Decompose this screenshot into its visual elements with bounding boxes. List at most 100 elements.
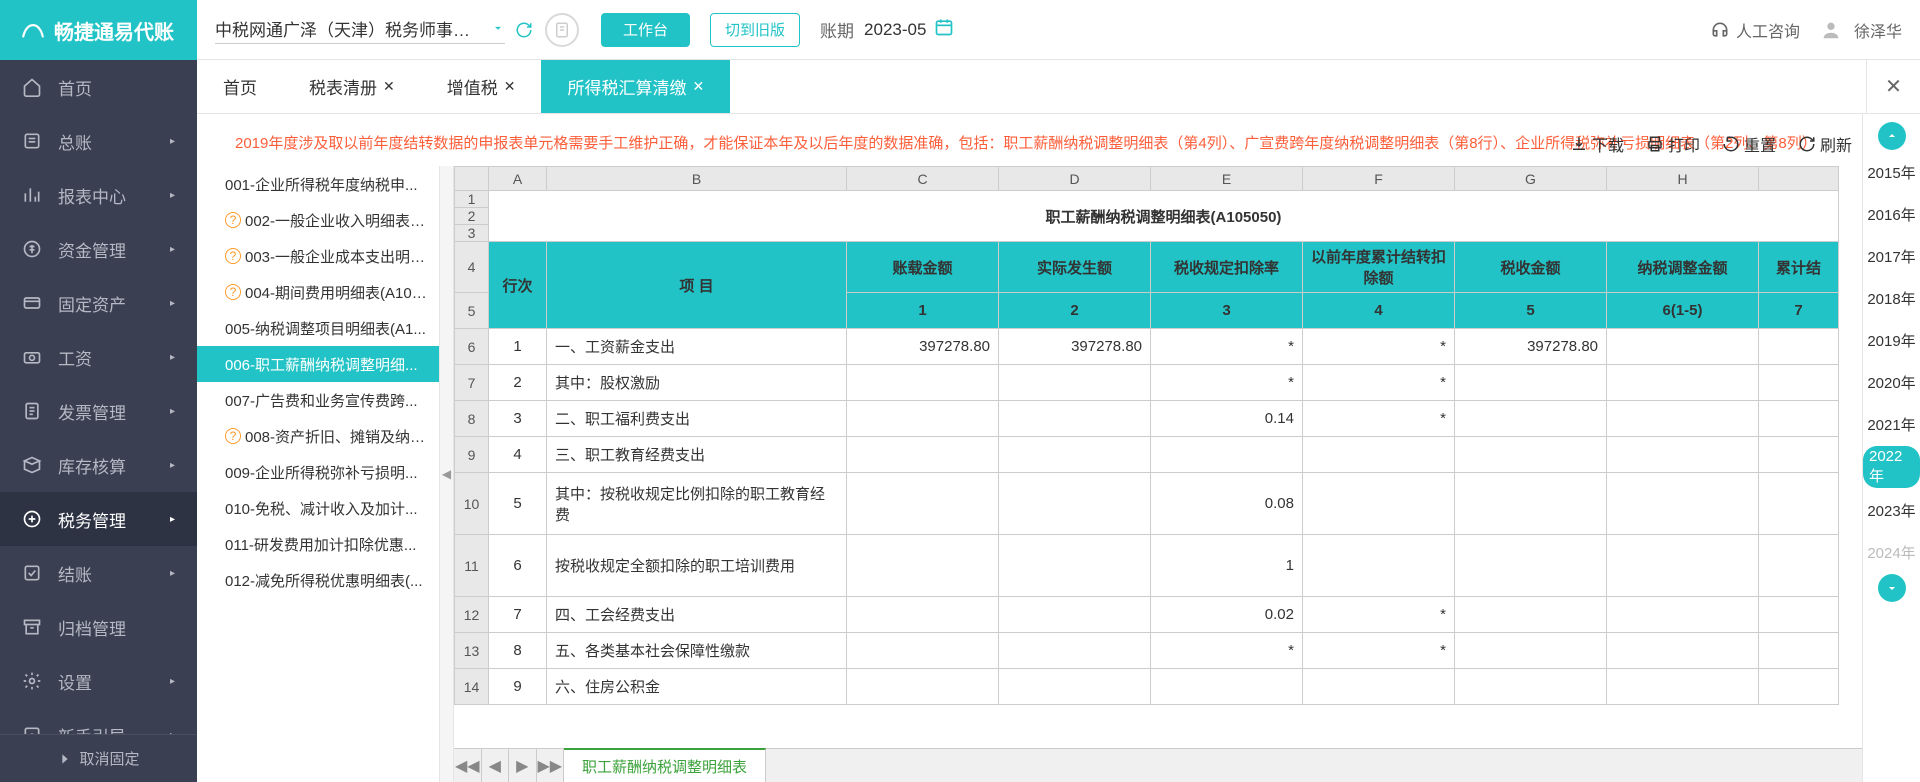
data-cell[interactable]: 397278.80 [847,329,999,365]
sidebar-item-close-period[interactable]: 结账▸ [0,546,197,600]
data-cell[interactable]: 二、职工福利费支出 [547,401,847,437]
data-cell[interactable] [1455,437,1607,473]
data-cell[interactable]: * [1303,401,1455,437]
row-header[interactable]: 1 [455,191,489,208]
row-header[interactable]: 12 [455,597,489,633]
sidebar-item-invoice[interactable]: 发票管理▸ [0,384,197,438]
data-cell[interactable] [1455,633,1607,669]
form-list-item[interactable]: 012-减免所得税优惠明细表(... [197,562,439,598]
collapse-form-list[interactable]: ◀ [440,166,454,782]
data-cell[interactable]: 397278.80 [1455,329,1607,365]
data-cell[interactable] [1607,473,1759,535]
data-cell[interactable] [999,473,1151,535]
year-item[interactable]: 2017年 [1867,236,1915,276]
row-header[interactable]: 10 [455,473,489,535]
data-cell[interactable] [1151,437,1303,473]
document-icon[interactable] [545,13,579,47]
data-cell[interactable] [1303,535,1455,597]
year-item[interactable]: 2018年 [1867,278,1915,318]
form-list-item[interactable]: ?002-一般企业收入明细表(A1... [197,202,439,238]
sheet-nav-next[interactable]: ▶ [509,749,537,782]
data-cell[interactable] [1759,329,1839,365]
col-header[interactable]: H [1607,167,1759,191]
data-cell[interactable]: 按税收规定全额扣除的职工培训费用 [547,535,847,597]
data-cell[interactable] [1607,365,1759,401]
col-header[interactable]: F [1303,167,1455,191]
tab-close-icon[interactable]: ✕ [504,78,516,95]
download-button[interactable]: 下载 [1570,132,1624,156]
data-cell[interactable]: 6 [489,535,547,597]
data-cell[interactable]: 四、工会经费支出 [547,597,847,633]
data-cell[interactable]: 2 [489,365,547,401]
refresh-button[interactable]: 刷新 [1798,132,1852,156]
data-cell[interactable] [1455,365,1607,401]
data-cell[interactable] [1607,437,1759,473]
data-cell[interactable] [1607,597,1759,633]
data-cell[interactable]: 8 [489,633,547,669]
data-cell[interactable]: 7 [489,597,547,633]
data-cell[interactable]: 0.08 [1151,473,1303,535]
data-cell[interactable]: 五、各类基本社会保障性缴款 [547,633,847,669]
col-header[interactable]: D [999,167,1151,191]
data-cell[interactable] [1759,535,1839,597]
data-cell[interactable] [1303,437,1455,473]
row-header[interactable]: 3 [455,225,489,242]
form-list-item[interactable]: 009-企业所得税弥补亏损明... [197,454,439,490]
data-cell[interactable] [847,597,999,633]
form-list-item[interactable]: 005-纳税调整项目明细表(A1... [197,310,439,346]
tab[interactable]: 首页 [197,60,283,113]
period-picker-icon[interactable] [934,17,954,42]
year-item[interactable]: 2024年 [1867,532,1915,572]
tab-close-icon[interactable]: ✕ [383,78,395,95]
sidebar-item-tax[interactable]: 税务管理▸ [0,492,197,546]
data-cell[interactable] [1455,597,1607,633]
data-cell[interactable] [1455,669,1607,705]
sidebar-item-fund[interactable]: 资金管理▸ [0,222,197,276]
data-cell[interactable] [1759,437,1839,473]
data-cell[interactable] [999,365,1151,401]
workspace-button[interactable]: 工作台 [601,13,690,47]
old-version-button[interactable]: 切到旧版 [710,13,800,47]
row-header[interactable]: 5 [455,293,489,329]
data-cell[interactable]: * [1303,329,1455,365]
data-cell[interactable]: * [1151,633,1303,669]
reset-button[interactable]: 重置 [1722,132,1776,156]
row-header[interactable]: 2 [455,208,489,225]
data-cell[interactable]: 其中：按税收规定比例扣除的职工教育经费 [547,473,847,535]
tab[interactable]: 所得税汇算清缴✕ [541,60,730,113]
data-cell[interactable] [999,597,1151,633]
data-cell[interactable] [1759,669,1839,705]
col-header[interactable]: E [1151,167,1303,191]
data-cell[interactable]: * [1303,633,1455,669]
col-header[interactable]: G [1455,167,1607,191]
data-cell[interactable] [847,669,999,705]
close-all-tabs[interactable]: ✕ [1866,60,1920,113]
sidebar-item-home[interactable]: 首页 [0,60,197,114]
data-cell[interactable] [1303,473,1455,535]
data-cell[interactable]: * [1151,365,1303,401]
year-item[interactable]: 2021年 [1867,404,1915,444]
year-item[interactable]: 2019年 [1867,320,1915,360]
form-list-item[interactable]: 010-免税、减计收入及加计... [197,490,439,526]
form-list-item[interactable]: ?004-期间费用明细表(A1040... [197,274,439,310]
sidebar-item-stock[interactable]: 库存核算▸ [0,438,197,492]
form-list-item[interactable]: 001-企业所得税年度纳税申... [197,166,439,202]
data-cell[interactable] [847,633,999,669]
data-cell[interactable] [847,401,999,437]
row-header[interactable]: 7 [455,365,489,401]
tab[interactable]: 税表清册✕ [283,60,421,113]
support-link[interactable]: 人工咨询 [1710,18,1800,42]
col-header[interactable] [1759,167,1839,191]
row-header[interactable]: 4 [455,242,489,293]
data-cell[interactable] [999,535,1151,597]
col-header[interactable]: A [489,167,547,191]
col-header[interactable]: C [847,167,999,191]
refresh-company-icon[interactable] [515,21,533,39]
sidebar-item-ledger[interactable]: 总账▸ [0,114,197,168]
tab[interactable]: 增值税✕ [421,60,542,113]
data-cell[interactable]: 一、工资薪金支出 [547,329,847,365]
year-item[interactable]: 2022年 [1863,446,1920,488]
row-header[interactable]: 14 [455,669,489,705]
row-header[interactable]: 13 [455,633,489,669]
data-cell[interactable] [999,669,1151,705]
